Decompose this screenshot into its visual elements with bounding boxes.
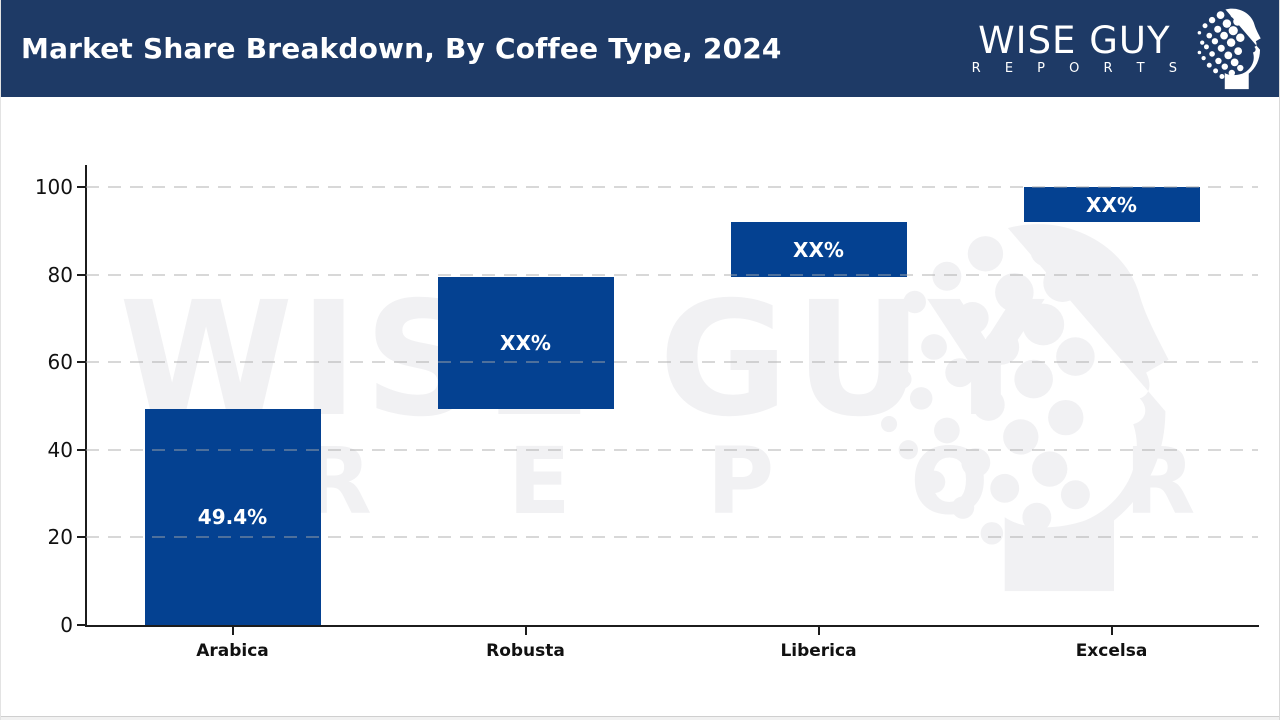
- y-axis-line: [85, 165, 87, 627]
- x-tick-label-robusta: Robusta: [486, 641, 565, 661]
- x-tick-label-liberica: Liberica: [780, 641, 857, 661]
- y-tick-mark-20: [77, 536, 85, 539]
- wiseguy-reports-text: R E P O R T S: [971, 61, 1187, 76]
- y-tick-mark-100: [77, 186, 85, 188]
- bar-excelsa: [1023, 187, 1200, 223]
- chart-title: Market Share Breakdown, By Coffee Type, …: [21, 32, 782, 65]
- y-tick-label-80: 80: [47, 262, 73, 287]
- x-tick-mark-arabica: [231, 627, 234, 635]
- y-tick-label-60: 60: [47, 350, 73, 375]
- bar-arabica: [144, 408, 321, 625]
- bar-liberica: [730, 222, 907, 278]
- bar-value-label-arabica: 49.4%: [197, 504, 268, 529]
- gridline-40: [86, 448, 1258, 451]
- gridline-60: [86, 361, 1258, 364]
- y-tick-label-40: 40: [47, 437, 73, 462]
- wiseguy-wordmark: WISE GUY: [978, 19, 1171, 62]
- gridline-100: [86, 186, 1258, 188]
- bar-value-label-excelsa: XX%: [1086, 192, 1137, 217]
- x-tick-label-excelsa: Excelsa: [1075, 641, 1148, 661]
- bar-value-label-liberica: XX%: [793, 237, 844, 262]
- y-tick-label-0: 0: [60, 613, 73, 637]
- wiseguy-logo: WISE GUY R E P O R T S: [962, 6, 1265, 92]
- y-tick-mark-80: [77, 273, 85, 276]
- y-tick-label-20: 20: [47, 525, 73, 550]
- x-tick-label-arabica: Arabica: [196, 641, 269, 661]
- wiseguy-logo-words: WISE GUY R E P O R T S: [962, 22, 1187, 75]
- y-tick-mark-60: [77, 361, 85, 364]
- card-bottom-strip: [1, 717, 1279, 720]
- report-header: Market Share Breakdown, By Coffee Type, …: [1, 0, 1279, 97]
- bar-robusta: [437, 277, 614, 409]
- gridline-80: [86, 273, 1258, 276]
- x-tick-mark-liberica: [817, 627, 820, 635]
- gridline-20: [86, 536, 1258, 539]
- y-tick-label-100: 100: [34, 175, 73, 199]
- x-tick-mark-robusta: [524, 627, 527, 635]
- x-tick-mark-excelsa: [1110, 627, 1113, 635]
- x-axis-line: [85, 625, 1259, 627]
- y-tick-mark-0: [77, 624, 85, 626]
- bar-value-label-robusta: XX%: [500, 330, 551, 355]
- y-tick-mark-40: [77, 448, 85, 451]
- card-bottom-border: [1, 716, 1279, 717]
